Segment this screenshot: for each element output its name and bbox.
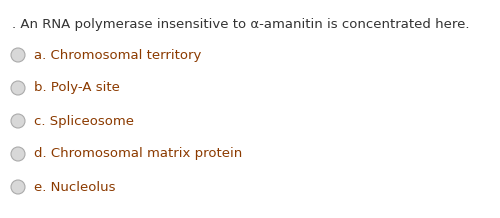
Text: d. Chromosomal matrix protein: d. Chromosomal matrix protein [34,148,242,160]
Circle shape [11,180,25,194]
Text: a. Chromosomal territory: a. Chromosomal territory [34,48,202,61]
Text: e. Nucleolus: e. Nucleolus [34,181,116,194]
Circle shape [11,114,25,128]
Circle shape [11,81,25,95]
Circle shape [11,147,25,161]
Circle shape [11,48,25,62]
Text: . An RNA polymerase insensitive to α-amanitin is concentrated here.: . An RNA polymerase insensitive to α-ama… [12,18,469,31]
Text: b. Poly-A site: b. Poly-A site [34,82,120,94]
Text: c. Spliceosome: c. Spliceosome [34,114,134,128]
